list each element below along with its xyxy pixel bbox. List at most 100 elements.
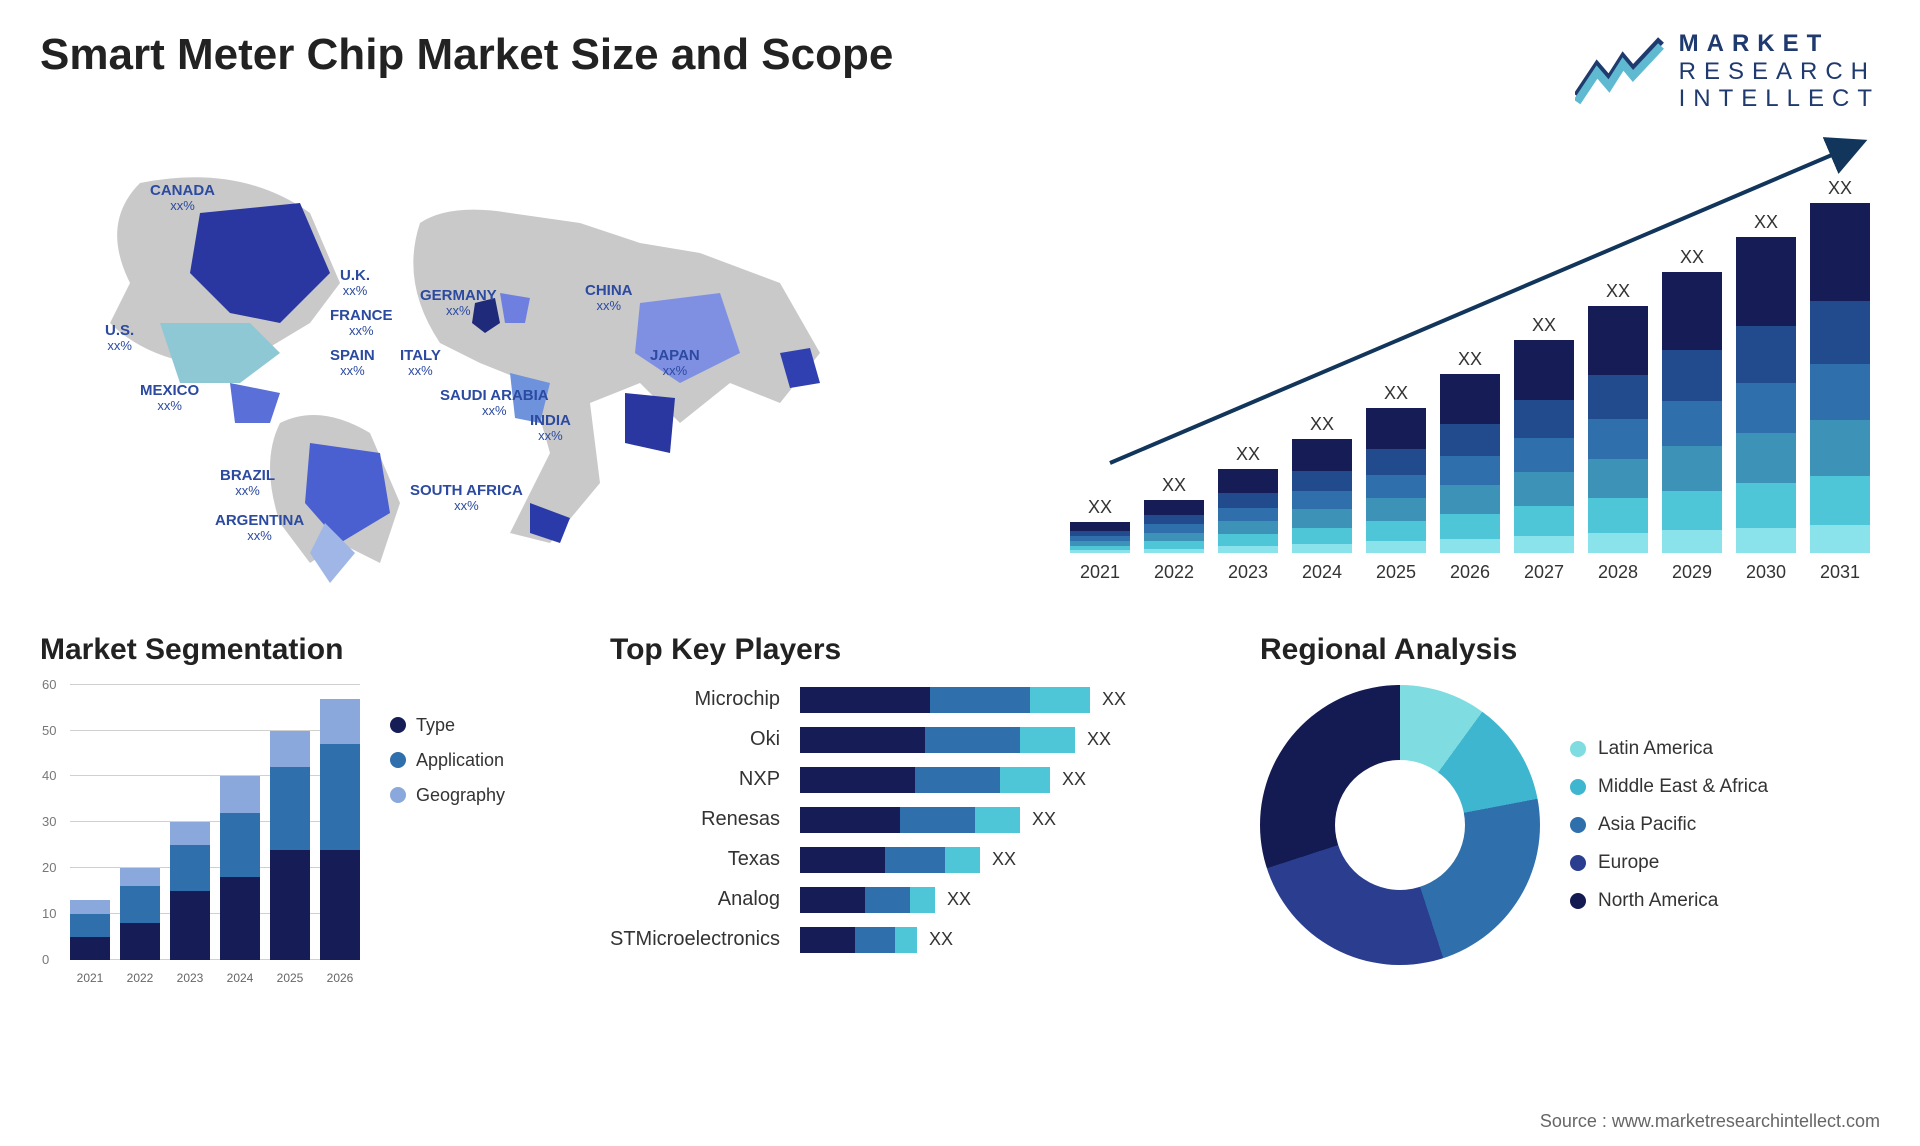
segmentation-legend-item: Geography xyxy=(390,785,505,806)
forecast-bar-value: XX xyxy=(1828,178,1852,199)
player-value: XX xyxy=(947,889,971,910)
page-title: Smart Meter Chip Market Size and Scope xyxy=(40,30,893,80)
forecast-bar-value: XX xyxy=(1754,212,1778,233)
player-bar-row: XX xyxy=(800,765,1210,795)
player-name: NXP xyxy=(739,765,780,795)
map-label: CANADAxx% xyxy=(150,183,215,214)
map-label: SOUTH AFRICAxx% xyxy=(410,483,523,514)
forecast-bar-value: XX xyxy=(1088,497,1112,518)
segmentation-bar xyxy=(170,822,210,959)
forecast-bar: XX xyxy=(1736,212,1796,552)
map-label: MEXICOxx% xyxy=(140,383,199,414)
player-name: Microchip xyxy=(694,685,780,715)
forecast-year-label: 2025 xyxy=(1366,562,1426,583)
source-text: Source : www.marketresearchintellect.com xyxy=(1540,1111,1880,1132)
player-value: XX xyxy=(929,929,953,950)
segmentation-year-label: 2026 xyxy=(320,971,360,985)
player-value: XX xyxy=(1032,809,1056,830)
forecast-bar: XX xyxy=(1070,497,1130,552)
forecast-year-label: 2029 xyxy=(1662,562,1722,583)
player-bar-row: XX xyxy=(800,925,1210,955)
forecast-year-label: 2026 xyxy=(1440,562,1500,583)
segmentation-bar xyxy=(320,699,360,960)
player-bar-row: XX xyxy=(800,845,1210,875)
forecast-year-label: 2028 xyxy=(1588,562,1648,583)
player-value: XX xyxy=(992,849,1016,870)
forecast-bar-value: XX xyxy=(1162,475,1186,496)
player-value: XX xyxy=(1062,769,1086,790)
map-label: ARGENTINAxx% xyxy=(215,513,304,544)
segmentation-year-label: 2025 xyxy=(270,971,310,985)
map-label: CHINAxx% xyxy=(585,283,633,314)
forecast-bar-value: XX xyxy=(1606,281,1630,302)
segmentation-year-label: 2022 xyxy=(120,971,160,985)
forecast-bar-value: XX xyxy=(1236,444,1260,465)
player-name: Renesas xyxy=(701,805,780,835)
map-label: U.K.xx% xyxy=(340,268,370,299)
segmentation-legend-item: Application xyxy=(390,750,505,771)
regional-legend-item: Asia Pacific xyxy=(1570,814,1768,836)
forecast-bar: XX xyxy=(1662,247,1722,553)
regional-legend-item: Europe xyxy=(1570,852,1768,874)
players-title: Top Key Players xyxy=(610,633,1210,667)
forecast-bar-value: XX xyxy=(1310,414,1334,435)
forecast-bar: XX xyxy=(1514,315,1574,553)
map-label: GERMANYxx% xyxy=(420,288,497,319)
segmentation-chart: 0102030405060 202120222023202420252026 T… xyxy=(40,685,560,985)
forecast-year-label: 2031 xyxy=(1810,562,1870,583)
player-value: XX xyxy=(1102,689,1126,710)
map-label: JAPANxx% xyxy=(650,348,700,379)
brand-line1: MARKET xyxy=(1679,30,1880,58)
player-bar-row: XX xyxy=(800,885,1210,915)
segmentation-bar xyxy=(70,900,110,960)
forecast-year-label: 2030 xyxy=(1736,562,1796,583)
forecast-year-label: 2021 xyxy=(1070,562,1130,583)
segmentation-year-label: 2024 xyxy=(220,971,260,985)
brand-line3: INTELLECT xyxy=(1679,85,1880,113)
forecast-bar-value: XX xyxy=(1532,315,1556,336)
forecast-bar: XX xyxy=(1218,444,1278,553)
regional-title: Regional Analysis xyxy=(1260,633,1880,667)
player-name: Texas xyxy=(728,845,780,875)
forecast-year-label: 2023 xyxy=(1218,562,1278,583)
world-map: CANADAxx% U.S.xx%MEXICOxx% BRAZILxx% ARGENT… xyxy=(40,123,1020,603)
player-bar-row: XX xyxy=(800,685,1210,715)
players-chart: Microchip Oki NXP Renesas Texas Analog STMicro… xyxy=(610,685,1210,955)
segmentation-year-label: 2021 xyxy=(70,971,110,985)
segmentation-bar xyxy=(120,868,160,960)
forecast-bar: XX xyxy=(1588,281,1648,553)
regional-legend-item: Latin America xyxy=(1570,738,1768,760)
forecast-year-label: 2024 xyxy=(1292,562,1352,583)
forecast-bar-value: XX xyxy=(1458,349,1482,370)
map-label: FRANCExx% xyxy=(330,308,393,339)
player-name: Oki xyxy=(750,725,780,755)
forecast-bar-value: XX xyxy=(1680,247,1704,268)
segmentation-legend-item: Type xyxy=(390,715,505,736)
map-label: INDIAxx% xyxy=(530,413,571,444)
segmentation-bar xyxy=(270,731,310,960)
segmentation-title: Market Segmentation xyxy=(40,633,560,667)
player-name: STMicroelectronics xyxy=(610,925,780,955)
forecast-bar: XX xyxy=(1366,383,1426,552)
forecast-year-label: 2022 xyxy=(1144,562,1204,583)
segmentation-bar xyxy=(220,776,260,959)
forecast-bar: XX xyxy=(1292,414,1352,553)
forecast-bar: XX xyxy=(1810,178,1870,553)
forecast-bar: XX xyxy=(1440,349,1500,553)
forecast-year-label: 2027 xyxy=(1514,562,1574,583)
forecast-bar-value: XX xyxy=(1384,383,1408,404)
segmentation-year-label: 2023 xyxy=(170,971,210,985)
forecast-bar-chart: XX XX XX XX XX XX XX XX XX XX XX 2021 2022 2023 2024 2… xyxy=(1060,123,1880,603)
brand-mark-icon xyxy=(1575,36,1665,106)
player-bar-row: XX xyxy=(800,725,1210,755)
map-label: U.S.xx% xyxy=(105,323,134,354)
regional-chart: Latin America Middle East & Africa Asia Pa… xyxy=(1260,685,1880,965)
map-label: SPAINxx% xyxy=(330,348,375,379)
map-label: ITALYxx% xyxy=(400,348,441,379)
player-name: Analog xyxy=(718,885,780,915)
regional-legend-item: Middle East & Africa xyxy=(1570,776,1768,798)
player-value: XX xyxy=(1087,729,1111,750)
brand-line2: RESEARCH xyxy=(1679,58,1880,86)
player-bar-row: XX xyxy=(800,805,1210,835)
map-label: BRAZILxx% xyxy=(220,468,275,499)
